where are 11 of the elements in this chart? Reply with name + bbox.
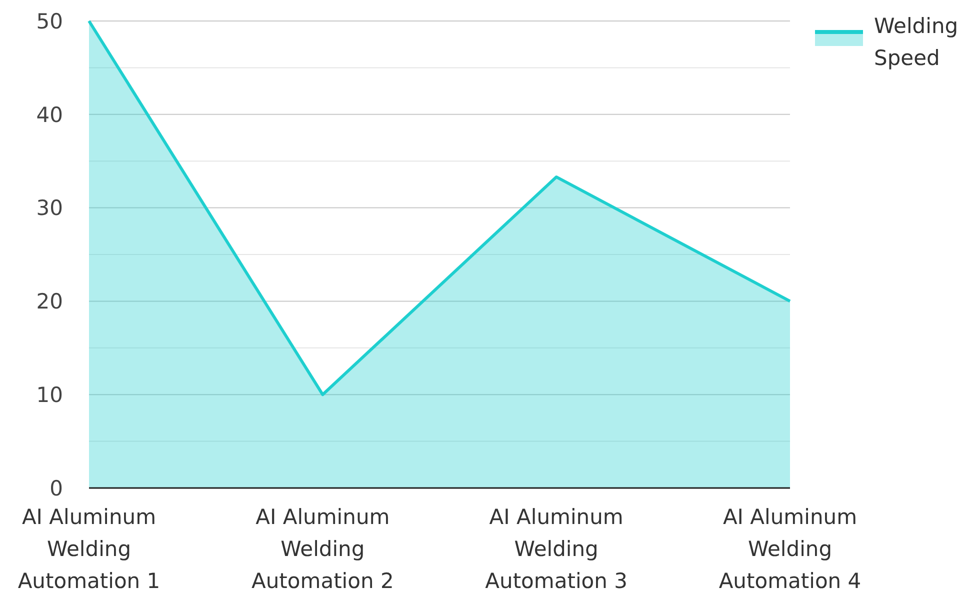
- y-tick-label: 10: [36, 382, 63, 407]
- legend-label: Welding Speed: [874, 14, 958, 70]
- x-tick-label: AI Aluminum Welding Automation 3: [485, 505, 628, 592]
- y-tick-label: 30: [36, 196, 63, 220]
- y-tick-label: 20: [36, 290, 63, 314]
- y-tick-label: 0: [50, 476, 63, 500]
- y-tick-label: 40: [36, 102, 63, 127]
- x-tick-label: AI Aluminum Welding Automation 2: [251, 505, 394, 592]
- x-tick-label: AI Aluminum Welding Automation 1: [18, 505, 160, 592]
- y-tick-label: 50: [36, 9, 63, 34]
- x-tick-label: AI Aluminum Welding Automation 4: [718, 505, 862, 592]
